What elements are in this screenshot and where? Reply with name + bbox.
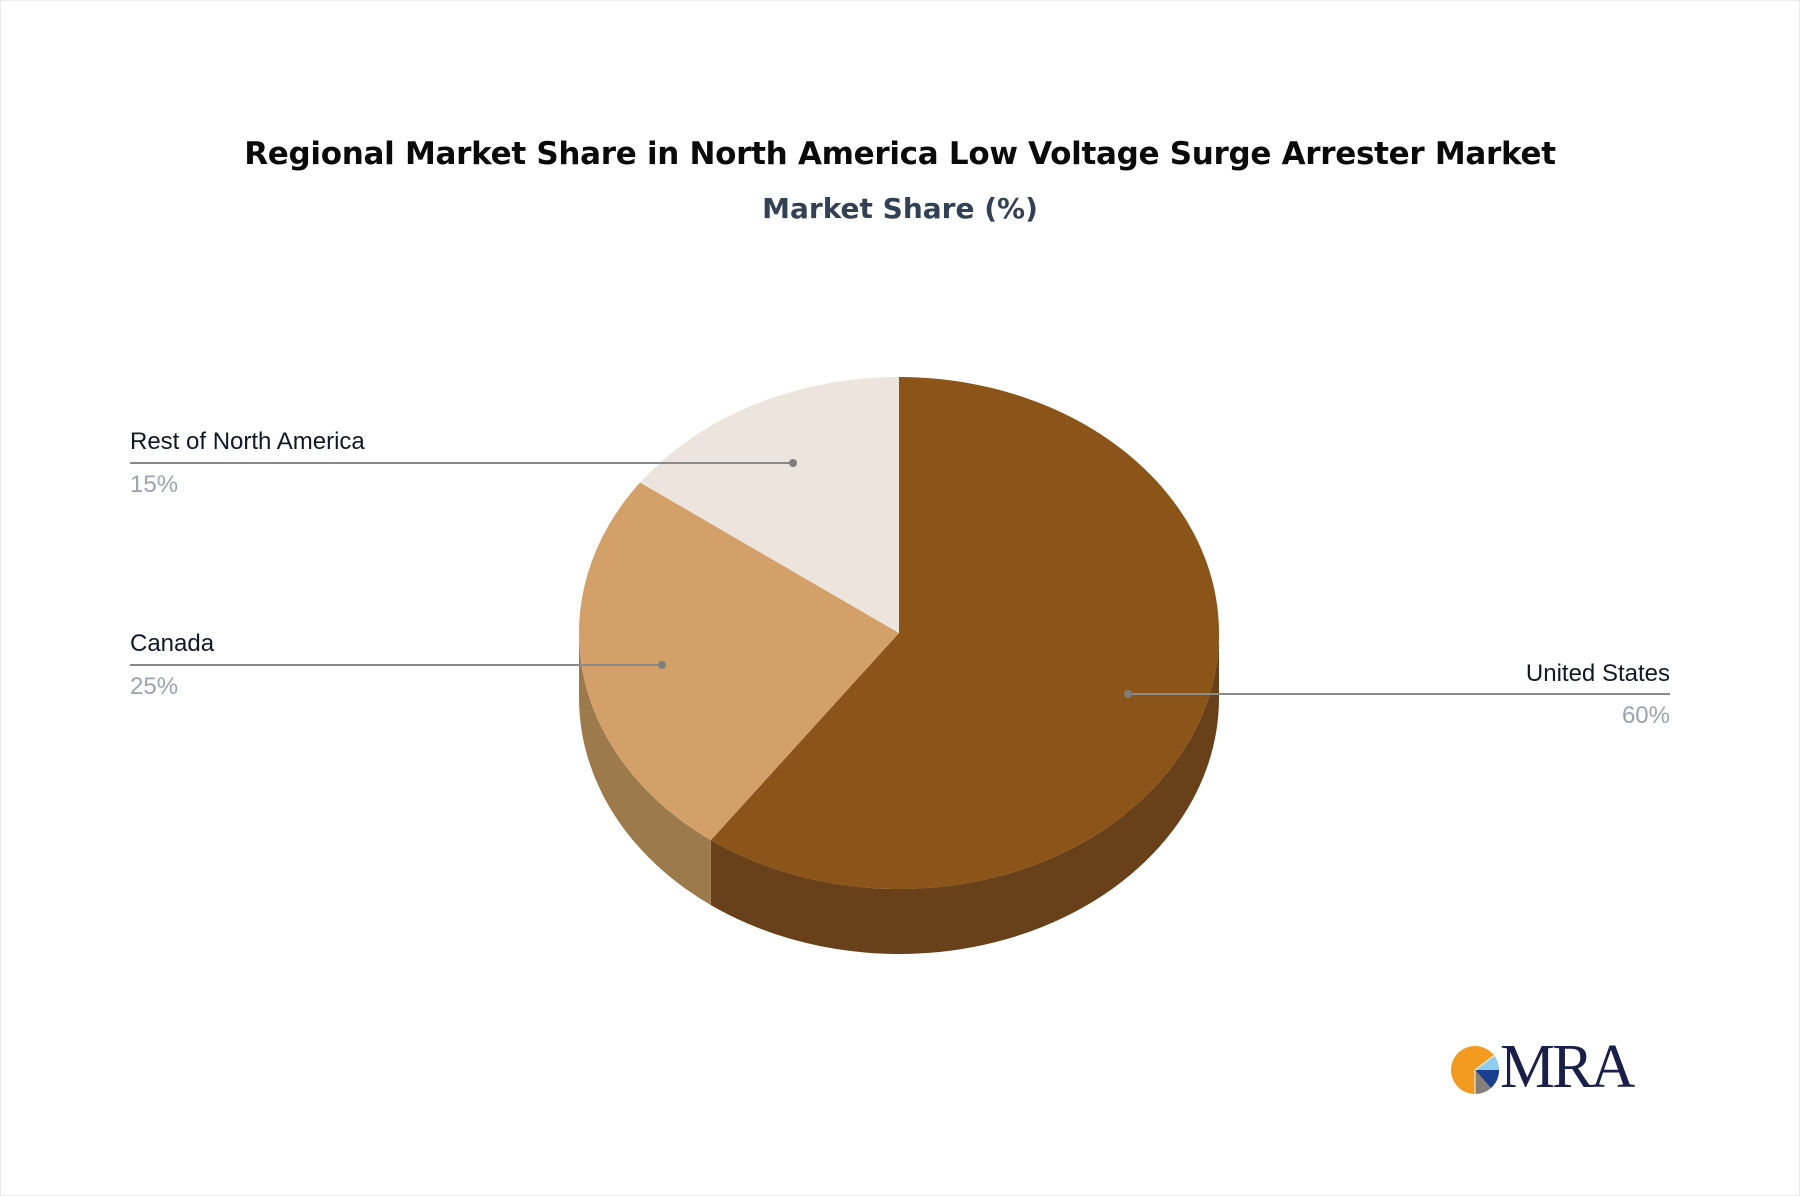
value-rest-of-north-america: 15%: [130, 471, 179, 498]
mra-logo-text: MRA: [1500, 1033, 1635, 1101]
leader-dot-united-states: [1124, 690, 1132, 698]
slice-rest-of-north-america[interactable]: [640, 377, 899, 633]
slice-united-states[interactable]: [710, 377, 1220, 889]
chart-subtitle: Market Share (%): [762, 192, 1038, 225]
slice-side-united-states: [710, 633, 1219, 954]
chart-title: Regional Market Share in North America L…: [244, 136, 1556, 172]
leader-dot-canada: [658, 661, 666, 669]
value-canada: 25%: [130, 673, 179, 700]
label-canada: Canada: [130, 630, 215, 657]
label-united-states: United States: [1525, 660, 1670, 687]
slice-side-canada: [579, 633, 711, 906]
label-rest-of-north-america: Rest of North America: [130, 428, 365, 455]
slice-canada[interactable]: [578, 482, 899, 841]
leader-dot-rest: [789, 459, 797, 467]
value-united-states: 60%: [1621, 702, 1670, 729]
mra-logo-icon: [1451, 1046, 1500, 1095]
